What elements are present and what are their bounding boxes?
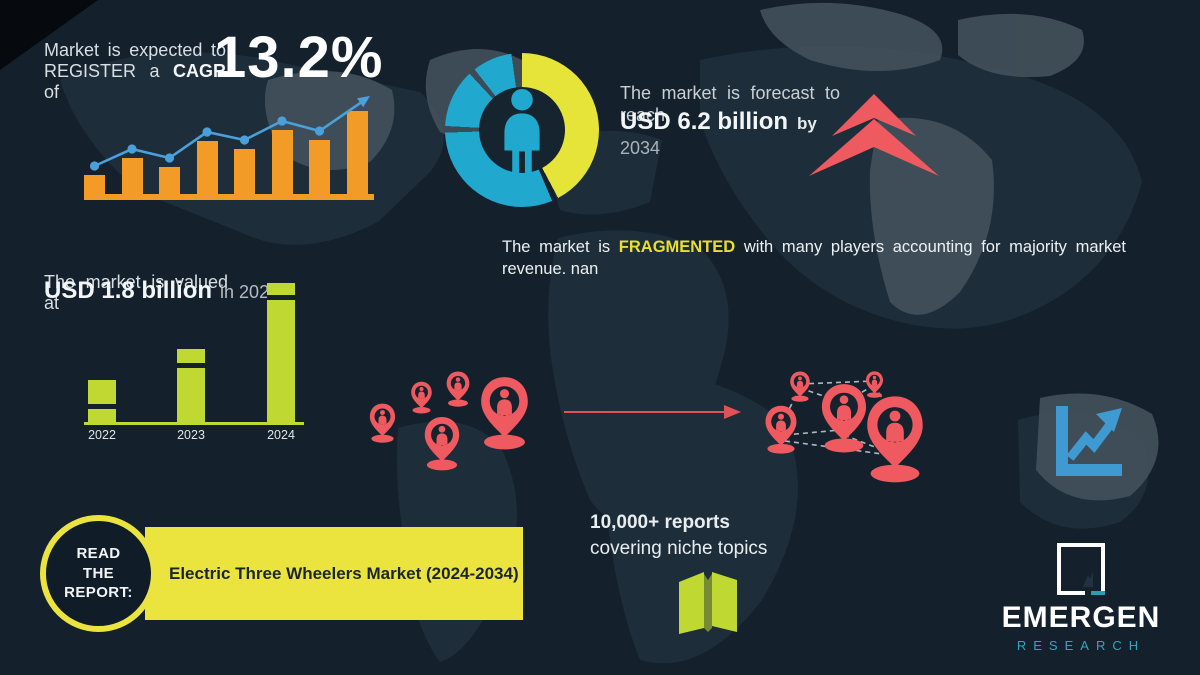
cagr-chart-bar (196, 141, 218, 194)
value-chart-bar-stripe (267, 295, 295, 300)
market-share-donut-chart (445, 53, 599, 207)
brand-mark-icon (1057, 543, 1105, 595)
forecast-year: 2034 (620, 138, 661, 158)
cagr-statement-pre: REGISTER a (44, 61, 173, 81)
brand-mark-inner-shape (1083, 571, 1093, 587)
read-report-label: READ THE REPORT: (64, 545, 133, 602)
location-pin-icon (369, 403, 396, 443)
value-chart-bar-stripe (177, 363, 205, 368)
value-chart-year-label: 2024 (267, 428, 295, 442)
value-chart-bar-stripe (88, 404, 116, 409)
cagr-chart-bar (121, 158, 143, 194)
reports-count: 10,000+ reports (590, 512, 730, 533)
brand-name: EMERGEN (1001, 601, 1161, 634)
valuation-year: in 2024 (220, 282, 280, 302)
location-pin-icon (790, 371, 810, 402)
forecast-by: by (797, 114, 817, 133)
cagr-chart-bar (84, 175, 105, 194)
value-chart-year-label: 2023 (177, 428, 205, 442)
value-chart-baseline (84, 422, 304, 425)
reports-claim: 10,000+ reports covering niche topics (590, 510, 767, 562)
value-chart-bar (88, 380, 116, 422)
valuation-value: USD 1.8 billion (44, 277, 213, 304)
cagr-statement: Market is expected to REGISTER a CAGR of (44, 40, 226, 103)
fragmented-prefix: The market is (502, 237, 619, 256)
location-pin-icon (481, 377, 528, 450)
market-value-bar-chart: 2022 2023 2024 (84, 280, 309, 442)
brand-logo: EMERGEN RESEARCH (991, 543, 1171, 653)
cagr-statement-line1: Market is expected to (44, 40, 226, 60)
cagr-chart-baseline (84, 194, 374, 200)
location-pin-icon (424, 417, 460, 471)
open-book-icon (679, 572, 737, 634)
value-chart-year-label: 2022 (88, 428, 116, 442)
cagr-statement-post: of (44, 82, 60, 102)
reports-detail: covering niche topics (590, 538, 768, 559)
cagr-trend-line (89, 96, 370, 171)
location-pin-icon (446, 371, 470, 407)
cagr-chart-bar (346, 111, 368, 194)
location-pin-icon (867, 396, 923, 483)
chart-growth-icon (1056, 406, 1122, 476)
brand-division: RESEARCH (1016, 638, 1146, 653)
cagr-chart-bar (271, 130, 293, 194)
report-title: Electric Three Wheelers Market (2024-203… (169, 563, 519, 583)
cagr-trend-chart (80, 86, 380, 200)
cagr-chart-bar (234, 149, 255, 194)
forecast-value: USD 6.2 billion (620, 108, 789, 135)
cagr-keyword: CAGR (173, 61, 226, 81)
forecast-value-line: USD 6.2 billion by (620, 108, 817, 136)
fragmented-keyword: FRAGMENTED (618, 237, 736, 256)
location-pin-icon (411, 381, 432, 414)
corner-accent-shape (0, 0, 98, 70)
read-report-button[interactable]: READ THE REPORT: (40, 515, 157, 632)
growth-chevrons-icon (809, 94, 939, 176)
cagr-chart-bar (159, 167, 180, 194)
value-chart-bar (267, 283, 295, 422)
fragmented-statement: The market is FRAGMENTED with many playe… (502, 236, 1126, 280)
cagr-chart-bar (309, 140, 330, 194)
value-chart-bar (177, 349, 205, 422)
valuation-statement: The market is valued at (44, 272, 228, 313)
person-icon (504, 88, 540, 175)
location-pin-icon (765, 405, 797, 454)
cagr-value: 13.2% (214, 25, 384, 90)
valuation-value-line: USD 1.8 billion in 2024 (44, 277, 279, 305)
market-spread-arrow (564, 405, 741, 419)
report-title-banner[interactable]: Electric Three Wheelers Market (2024-203… (145, 527, 523, 620)
forecast-statement: The market is forecast to reach (620, 83, 840, 125)
fragmented-suffix: with many players accounting for majorit… (502, 237, 1127, 278)
